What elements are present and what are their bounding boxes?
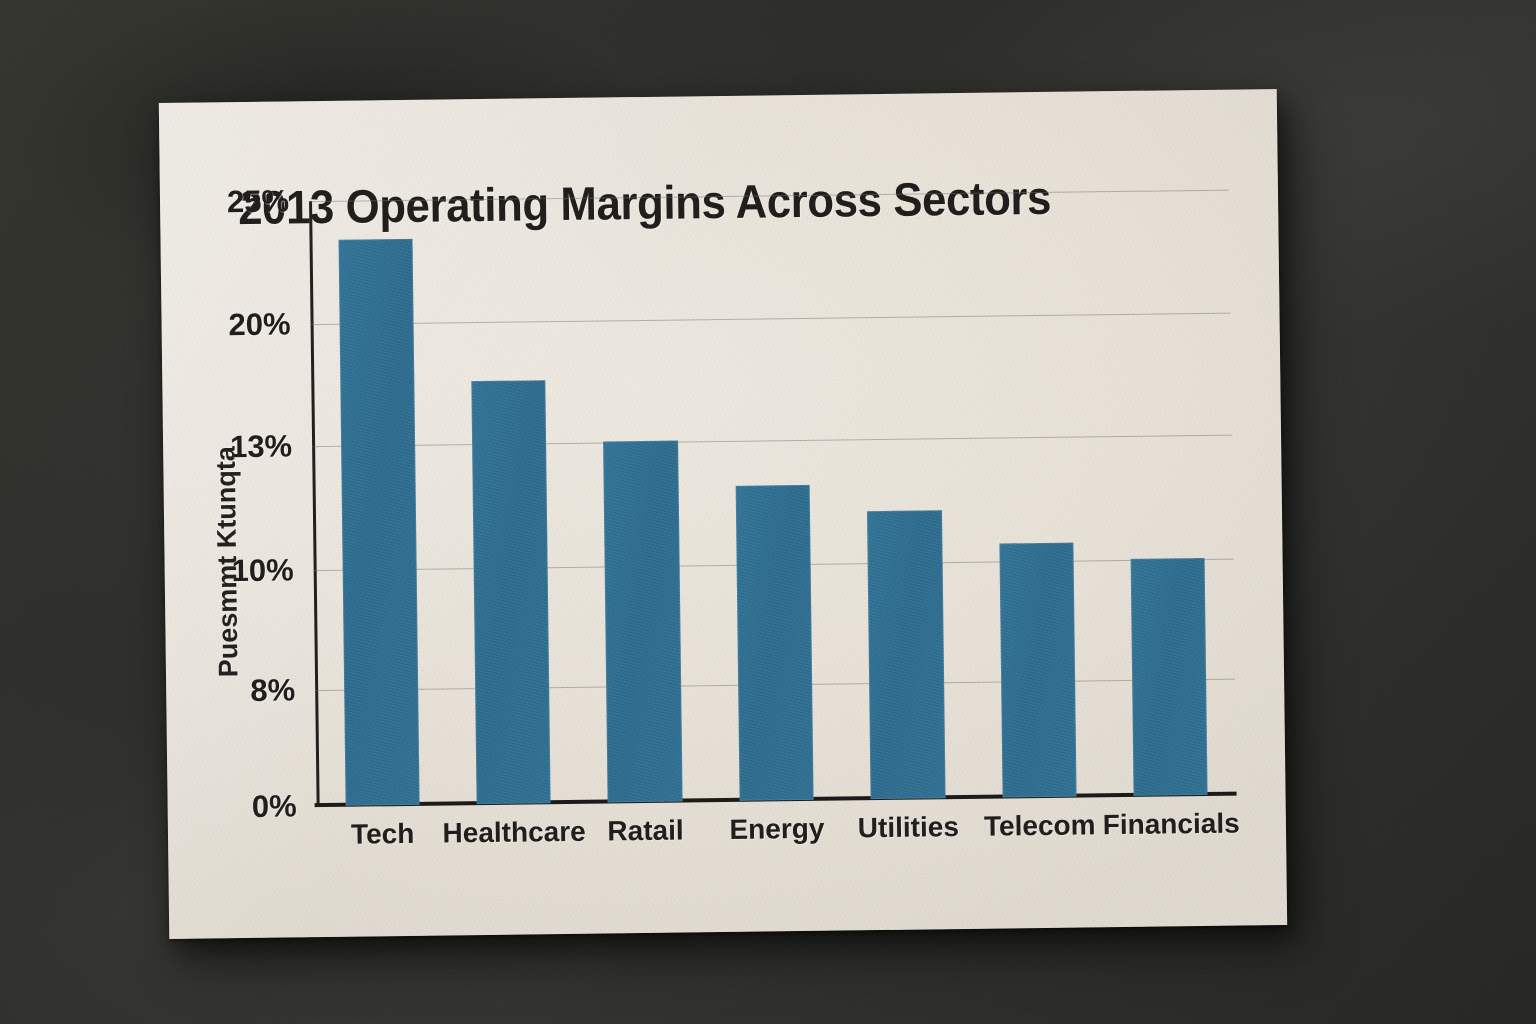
x-axis-tick-label: Ratail [607,814,684,847]
y-axis-tick-label: 8% [250,672,296,708]
gridline [310,313,1231,326]
y-axis-tick-label: 13% [229,428,293,465]
x-axis-tick-label: Healthcare [442,815,586,849]
bar-healthcare[interactable] [471,379,551,805]
bar-utilities[interactable] [867,510,946,800]
plot-area: 25% 20% 13% 10% 8% 0% Tech Healthcare Ratail Ener… [227,183,1240,849]
bar-energy[interactable] [735,485,814,801]
y-axis-line [309,201,320,807]
gridline [312,434,1233,448]
y-axis-tick-label: 20% [228,306,291,343]
x-axis-tick-label: Financials [1102,807,1240,841]
bar-tech[interactable] [338,238,420,806]
x-axis-tick-label: Tech [350,817,415,850]
x-axis-tick-label: Utilities [857,811,960,844]
y-axis-tick-label: 10% [231,552,294,589]
bar-telecom[interactable] [999,542,1077,798]
y-axis-tick-label: 25% [226,183,290,220]
bar-financials[interactable] [1130,557,1208,796]
paper-sheet: 2013 Operating Margins Across Sectors Pu… [158,89,1288,939]
x-axis-tick-label: Telecom [983,809,1096,842]
y-axis-tick-label: 0% [251,788,297,824]
bar-chart: 2013 Operating Margins Across Sectors Pu… [159,89,1287,939]
bar-ratail[interactable] [603,440,683,803]
x-axis-tick-label: Energy [729,812,825,845]
